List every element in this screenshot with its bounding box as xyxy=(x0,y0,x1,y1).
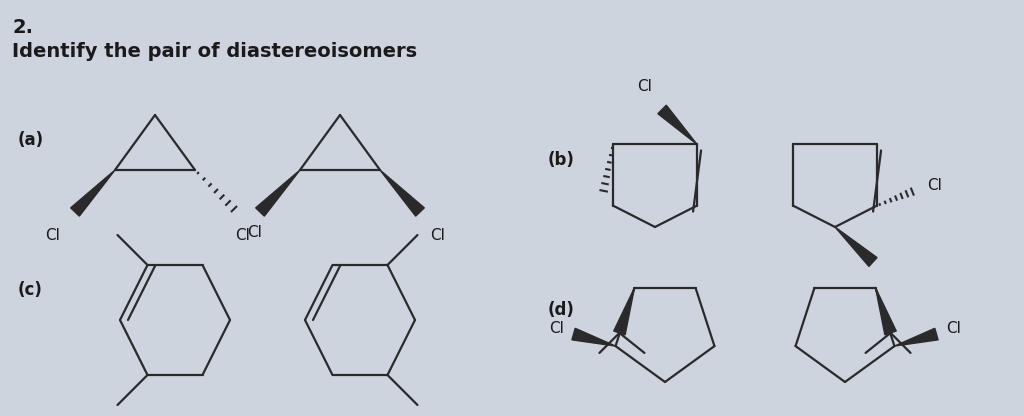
Polygon shape xyxy=(835,227,878,266)
Text: (d): (d) xyxy=(548,301,574,319)
Text: Identify the pair of diastereoisomers: Identify the pair of diastereoisomers xyxy=(12,42,417,61)
Text: Cl: Cl xyxy=(927,178,942,193)
Text: (b): (b) xyxy=(548,151,574,169)
Polygon shape xyxy=(256,170,300,216)
Text: Cl: Cl xyxy=(637,79,652,94)
Text: 2.: 2. xyxy=(12,18,33,37)
Polygon shape xyxy=(894,328,938,346)
Text: (c): (c) xyxy=(18,281,43,299)
Polygon shape xyxy=(613,288,635,335)
Polygon shape xyxy=(71,170,115,216)
Polygon shape xyxy=(571,328,615,346)
Text: Cl: Cl xyxy=(549,321,563,336)
Text: Cl: Cl xyxy=(45,228,60,243)
Text: Cl: Cl xyxy=(236,228,250,243)
Text: Cl: Cl xyxy=(946,321,962,336)
Text: Cl: Cl xyxy=(430,228,444,243)
Text: (a): (a) xyxy=(18,131,44,149)
Text: Cl: Cl xyxy=(247,225,262,240)
Polygon shape xyxy=(380,170,424,216)
Polygon shape xyxy=(657,105,697,144)
Polygon shape xyxy=(876,288,896,335)
